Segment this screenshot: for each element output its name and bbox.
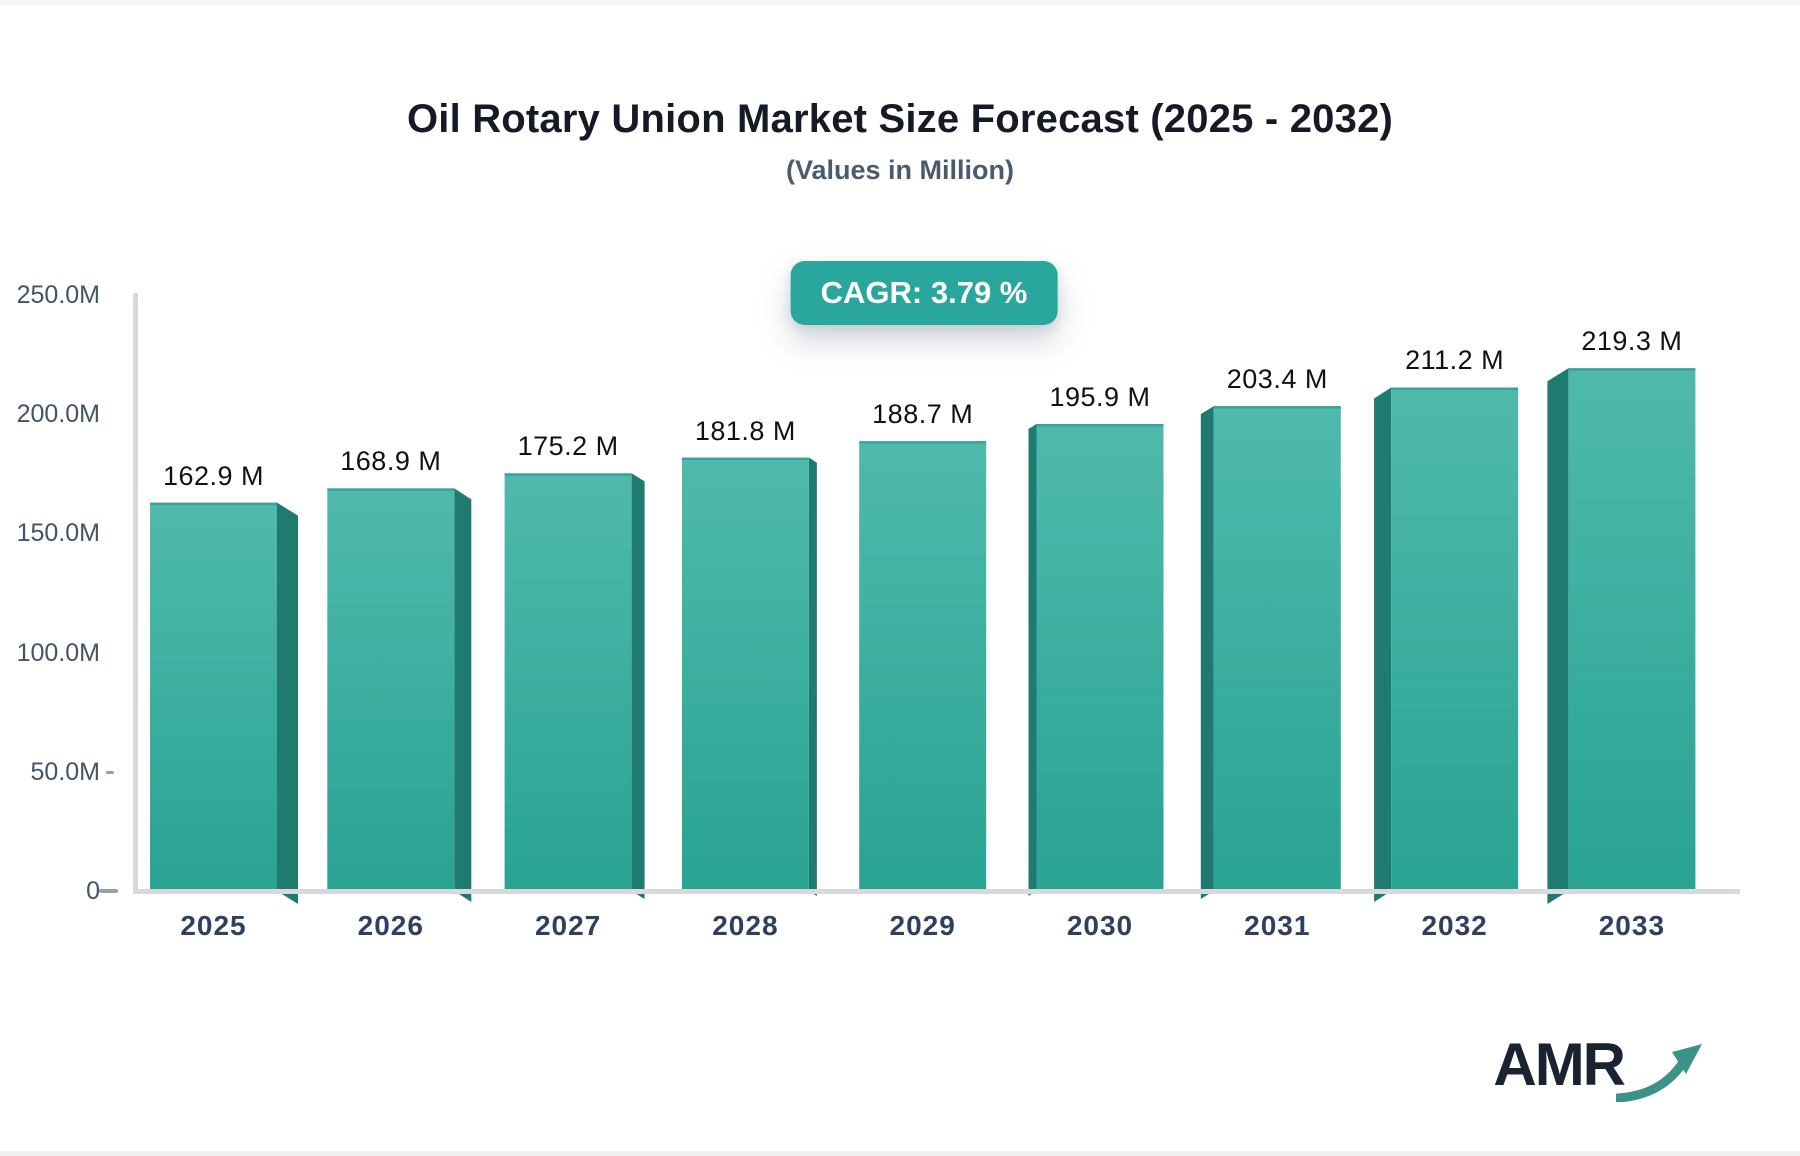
bar-side-face [454, 488, 472, 902]
x-axis-line [133, 889, 1740, 894]
bar-top-edge [1213, 406, 1341, 409]
bar-front-face [1568, 368, 1696, 891]
chart-subtitle: (Values in Million) [785, 155, 1015, 185]
bar-side-face [1547, 368, 1569, 904]
bar-top-edge [1036, 423, 1164, 427]
amr-logo: AMR [1493, 1030, 1704, 1102]
amr-logo-text: AMR [1493, 1031, 1626, 1098]
bar-top-edge [859, 441, 987, 444]
bar-2030[interactable] [1028, 423, 1164, 896]
bar-top-edge [150, 502, 277, 506]
bar-2029[interactable] [859, 441, 987, 891]
bar-2031[interactable] [1200, 406, 1341, 899]
bar-2025[interactable] [150, 502, 298, 904]
bar-side-face [631, 473, 645, 899]
bar-side-face [277, 502, 298, 904]
bar-top-edge [1391, 387, 1519, 390]
bar-chart-plot [133, 293, 1740, 904]
bar-side-face [1374, 387, 1392, 902]
bar-2027[interactable] [504, 473, 645, 899]
bar-front-face [1391, 387, 1519, 891]
bar-front-face [150, 502, 277, 891]
bar-front-face [1213, 406, 1341, 891]
bar-side-face [808, 457, 817, 896]
cagr-badge: CAGR: 3.79 % [790, 261, 1058, 325]
bar-side-face [1200, 406, 1214, 899]
bar-top-edge [504, 473, 632, 476]
chart-title: Oil Rotary Union Market Size Forecast (2… [406, 97, 1394, 141]
bar-front-face [327, 488, 455, 891]
bar-front-face [504, 473, 632, 891]
y-axis-line [133, 293, 138, 894]
bar-2032[interactable] [1374, 387, 1519, 902]
bar-front-face [681, 457, 809, 891]
bar-top-edge [681, 457, 809, 461]
bar-2033[interactable] [1547, 368, 1696, 904]
bar-top-edge [327, 488, 455, 491]
bar-2028[interactable] [681, 457, 817, 896]
bar-side-face [1028, 423, 1037, 896]
trend-up-arrow-icon [1616, 1043, 1702, 1102]
bar-front-face [1036, 423, 1164, 891]
bar-front-face [859, 441, 987, 891]
bar-2026[interactable] [327, 488, 472, 902]
bar-top-edge [1568, 368, 1696, 371]
